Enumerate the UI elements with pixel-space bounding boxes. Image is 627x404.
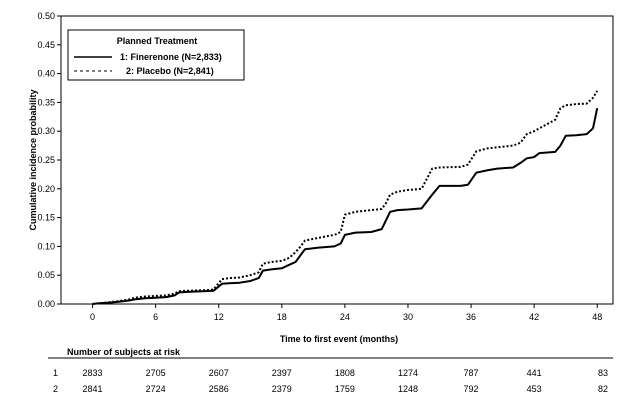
x-axis-label: Time to first event (months) — [280, 334, 398, 344]
risk-cell: 1274 — [398, 368, 418, 378]
risk-cell: 83 — [598, 368, 608, 378]
risk-table-title: Number of subjects at risk — [67, 347, 181, 357]
risk-cell: 2607 — [209, 368, 229, 378]
series-line-placebo — [92, 90, 599, 305]
risk-cell: 1759 — [335, 384, 355, 394]
y-tick-label: 0.20 — [37, 184, 55, 194]
risk-cell: 2379 — [272, 384, 292, 394]
risk-cell: 2705 — [146, 368, 166, 378]
x-tick-label: 42 — [529, 312, 539, 322]
x-tick-label: 12 — [214, 312, 224, 322]
risk-table-rows: 1 2833 2705 2607 2397 1808 1274 787 441 83 2 2841 27… — [53, 368, 608, 394]
risk-cell: 1248 — [398, 384, 418, 394]
risk-cell: 2841 — [83, 384, 103, 394]
legend-entry-placebo: 2: Placebo (N=2,841) — [126, 66, 214, 76]
y-axis: 0.00 0.05 0.10 0.15 0.20 0.25 0.30 0.35 0.40 0.45… — [37, 11, 61, 309]
risk-cell: 2724 — [146, 384, 166, 394]
risk-cell: 453 — [527, 384, 542, 394]
risk-row-label: 1 — [53, 368, 58, 378]
risk-cell: 441 — [527, 368, 542, 378]
legend-title: Planned Treatment — [117, 36, 198, 46]
legend-entry-finerenone: 1: Finerenone (N=2,833) — [120, 52, 222, 62]
y-tick-label: 0.45 — [37, 40, 55, 50]
x-tick-label: 48 — [592, 312, 602, 322]
y-tick-label: 0.10 — [37, 241, 55, 251]
risk-cell: 2586 — [209, 384, 229, 394]
risk-cell: 2397 — [272, 368, 292, 378]
series-lines — [92, 90, 599, 305]
y-axis-label: Cumulative incidence probability — [28, 89, 38, 230]
x-tick-label: 24 — [340, 312, 350, 322]
y-tick-label: 0.35 — [37, 97, 55, 107]
y-tick-label: 0.40 — [37, 69, 55, 79]
risk-cell: 792 — [464, 384, 479, 394]
legend-box — [67, 29, 245, 81]
series-line-finerenone — [92, 107, 599, 305]
risk-cell: 2833 — [83, 368, 103, 378]
x-tick-label: 30 — [403, 312, 413, 322]
y-tick-label: 0.25 — [37, 155, 55, 165]
risk-cell: 82 — [598, 384, 608, 394]
x-tick-label: 6 — [153, 312, 158, 322]
y-tick-label: 0.30 — [37, 126, 55, 136]
risk-table: Number of subjects at risk 1 2833 2705 2607… — [48, 347, 613, 394]
x-tick-label: 36 — [466, 312, 476, 322]
risk-cell: 1808 — [335, 368, 355, 378]
y-tick-label: 0.05 — [37, 270, 55, 280]
y-tick-label: 0.50 — [37, 11, 55, 21]
risk-row-label: 2 — [53, 384, 58, 394]
x-tick-label: 18 — [277, 312, 287, 322]
x-tick-label: 0 — [90, 312, 95, 322]
x-axis: 0 6 12 18 24 30 36 42 48 — [90, 304, 602, 322]
legend: Planned Treatment 1: Finerenone (N=2,833… — [67, 29, 245, 81]
risk-cell: 787 — [464, 368, 479, 378]
y-tick-label: 0.15 — [37, 213, 55, 223]
y-tick-label: 0.00 — [37, 299, 55, 309]
